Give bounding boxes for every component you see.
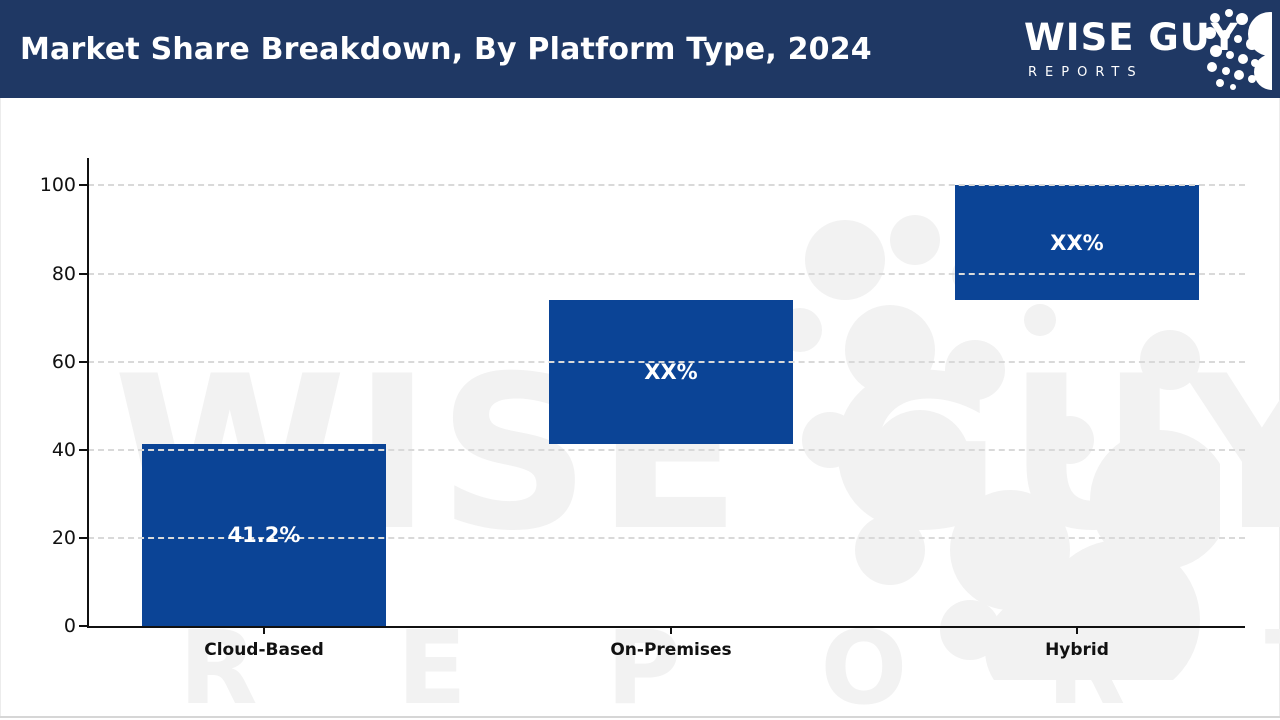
- bar-hybrid: [955, 185, 1199, 300]
- watermark-face-dots-icon: [778, 208, 1220, 680]
- gridline-20: [88, 536, 1245, 539]
- gridline-40: [88, 448, 1245, 451]
- y-tick-0: [79, 625, 87, 627]
- x-category-label: On-Premises: [610, 640, 732, 660]
- y-tick-label-20: 20: [51, 526, 76, 549]
- y-tick-100: [79, 184, 87, 187]
- y-tick-40: [79, 448, 87, 451]
- gridline-100: [88, 184, 1245, 187]
- y-tick-20: [79, 536, 87, 539]
- y-tick-label-40: 40: [51, 438, 76, 461]
- x-category-label: Hybrid: [1045, 640, 1109, 660]
- gridline-60: [88, 360, 1245, 363]
- y-tick-label-80: 80: [51, 262, 76, 285]
- bar-value-label: XX%: [644, 360, 698, 385]
- bar-on-premises: [549, 299, 793, 445]
- logo-face-dots-icon: [1204, 9, 1272, 90]
- logo-text-primary: WISE GUY: [1024, 16, 1239, 59]
- x-tick-2: [1076, 626, 1078, 634]
- y-tick-label-100: 100: [39, 174, 76, 197]
- wiseguy-logo: WISE GUY REPORTS: [1024, 9, 1272, 90]
- y-tick-60: [79, 360, 87, 363]
- logo-text-secondary: REPORTS: [1028, 65, 1144, 80]
- y-axis-line: [87, 158, 89, 628]
- bar-cloud-based: [142, 444, 386, 626]
- x-tick-1: [670, 626, 672, 634]
- header-bar: Market Share Breakdown, By Platform Type…: [0, 0, 1280, 98]
- bar-value-label: XX%: [1050, 230, 1104, 255]
- chart-title: Market Share Breakdown, By Platform Type…: [20, 31, 872, 67]
- x-axis-line: [87, 626, 1245, 628]
- y-tick-80: [79, 272, 87, 275]
- footer-divider: [0, 716, 1280, 718]
- x-tick-0: [263, 626, 265, 634]
- x-category-label: Cloud-Based: [204, 640, 324, 660]
- y-tick-label-60: 60: [51, 350, 76, 373]
- gridline-80: [88, 272, 1245, 275]
- y-tick-label-0: 0: [63, 615, 76, 637]
- bar-value-label: 41.2%: [227, 523, 301, 548]
